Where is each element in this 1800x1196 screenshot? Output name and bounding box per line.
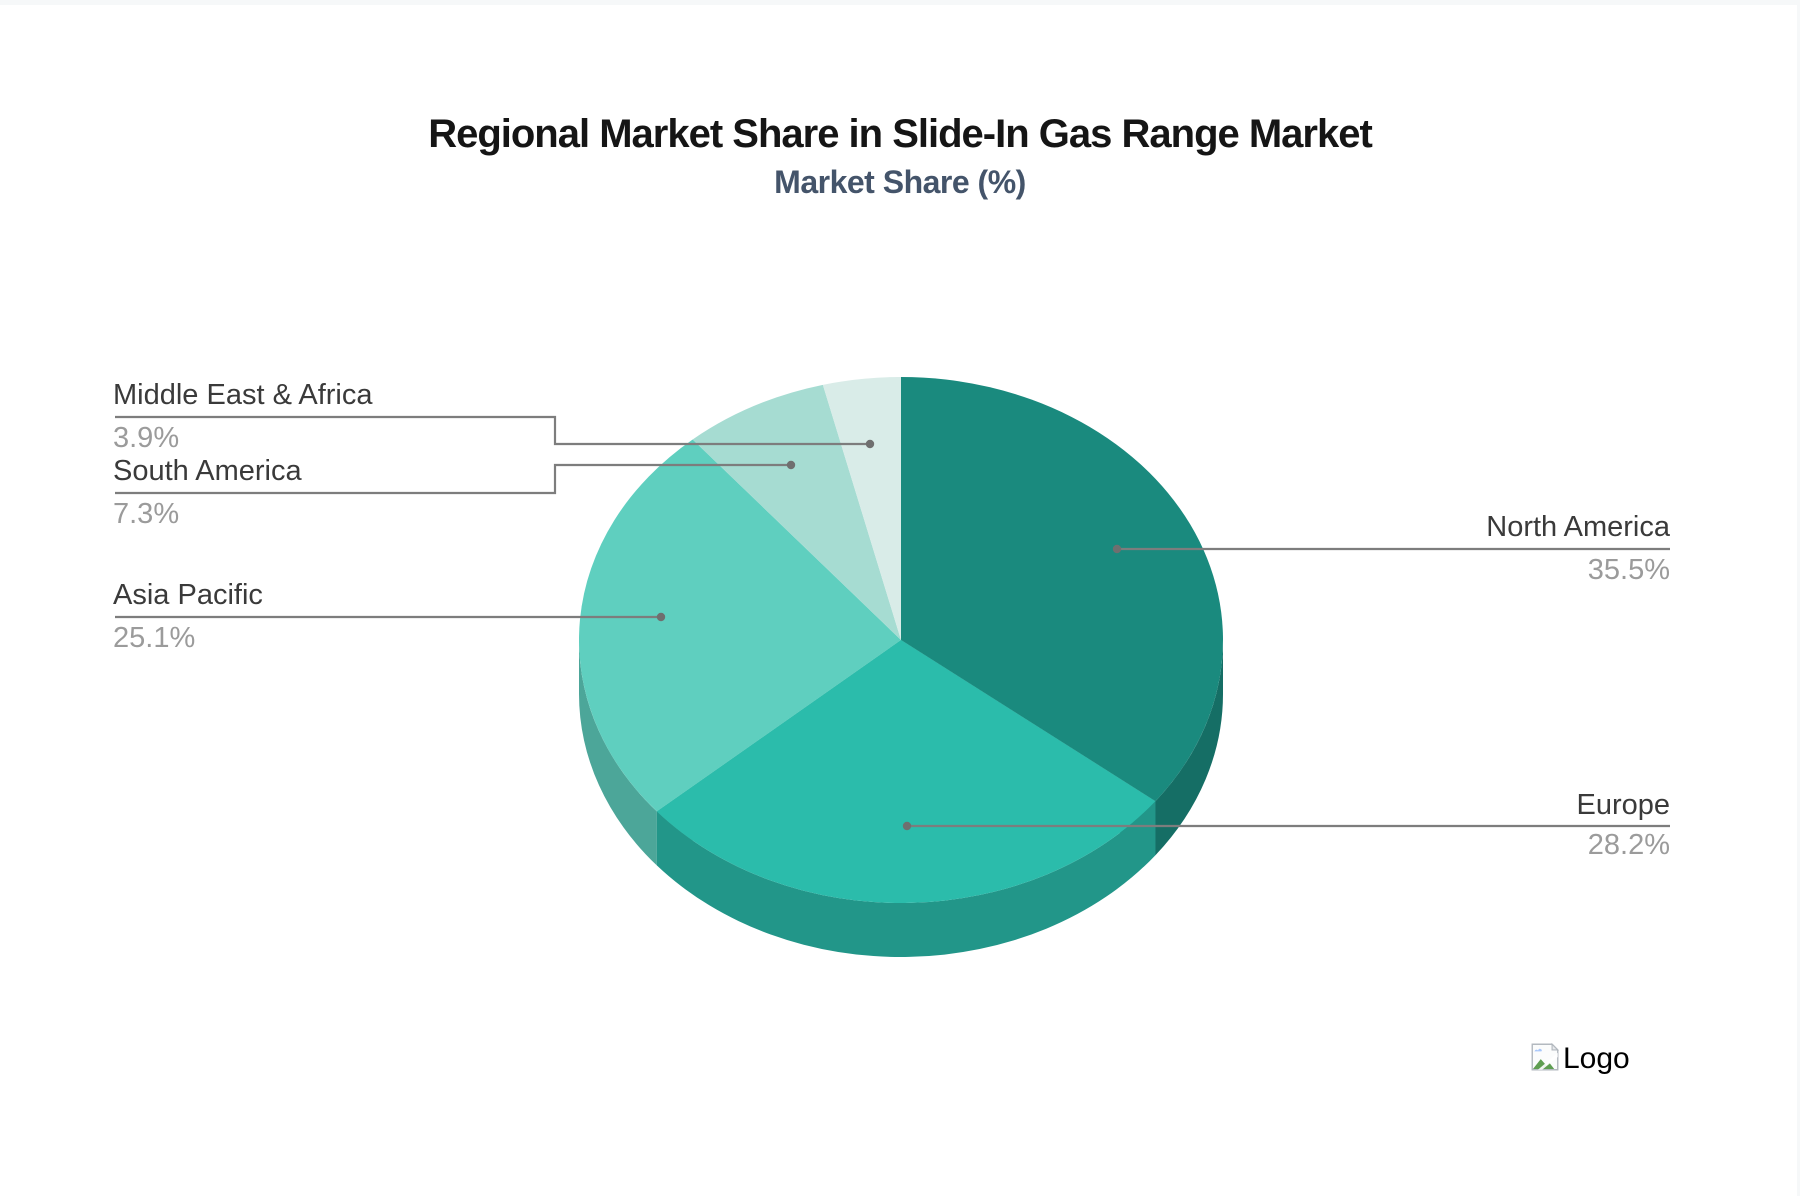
pie-slice-europe[interactable] <box>656 640 1156 904</box>
leader-dot-south-america <box>786 460 796 470</box>
label-value: 7.3% <box>113 498 180 530</box>
pie-slice-middle-east-africa[interactable] <box>822 377 901 640</box>
chart-subtitle: Market Share (%) <box>774 164 1026 200</box>
pie-slice-north-america[interactable] <box>901 377 1224 802</box>
top-edge-strip <box>0 0 1800 5</box>
pie-side-wall-asia-pacific <box>579 640 657 866</box>
label-name: South America <box>113 455 302 487</box>
leader-dot-europe <box>902 821 912 831</box>
label-name: Middle East & Africa <box>113 379 373 411</box>
label-name: Asia Pacific <box>113 579 263 611</box>
chart-title: Regional Market Share in Slide-In Gas Ra… <box>428 112 1373 156</box>
value-north-america: 35.5% <box>1587 554 1670 587</box>
label-north-america: North America <box>1486 511 1670 544</box>
leader-dot-middle-east-africa <box>865 439 875 449</box>
logo-alt-text: Logo <box>1563 1042 1630 1075</box>
label-name: Europe <box>1576 789 1670 821</box>
right-edge-strip <box>1797 0 1800 1196</box>
value-south-america: 7.3% <box>113 498 180 531</box>
value-europe: 28.2% <box>1587 829 1670 862</box>
label-value: 35.5% <box>1587 554 1670 586</box>
label-europe: Europe <box>1576 789 1670 822</box>
value-middle-east-africa: 3.9% <box>113 422 180 455</box>
logo: Logo <box>1528 1040 1630 1078</box>
pie-slice-asia-pacific[interactable] <box>579 439 901 812</box>
leader-line-south-america <box>115 463 791 495</box>
leader-dot-asia-pacific <box>656 612 666 622</box>
label-value: 3.9% <box>113 422 180 454</box>
pie-side-wall-north-america <box>1155 640 1223 856</box>
label-value: 28.2% <box>1587 829 1670 861</box>
label-south-america: South America <box>113 455 302 488</box>
value-asia-pacific: 25.1% <box>113 622 196 655</box>
label-value: 25.1% <box>113 622 196 654</box>
leader-dot-north-america <box>1112 544 1122 554</box>
pie-slice-south-america[interactable] <box>692 384 901 640</box>
broken-image-icon <box>1531 1042 1560 1071</box>
leader-line-middle-east-africa <box>115 415 870 446</box>
pie-side-wall-europe <box>656 801 1156 958</box>
label-asia-pacific: Asia Pacific <box>113 579 263 612</box>
label-name: North America <box>1486 511 1670 543</box>
label-middle-east-africa: Middle East & Africa <box>113 379 373 412</box>
